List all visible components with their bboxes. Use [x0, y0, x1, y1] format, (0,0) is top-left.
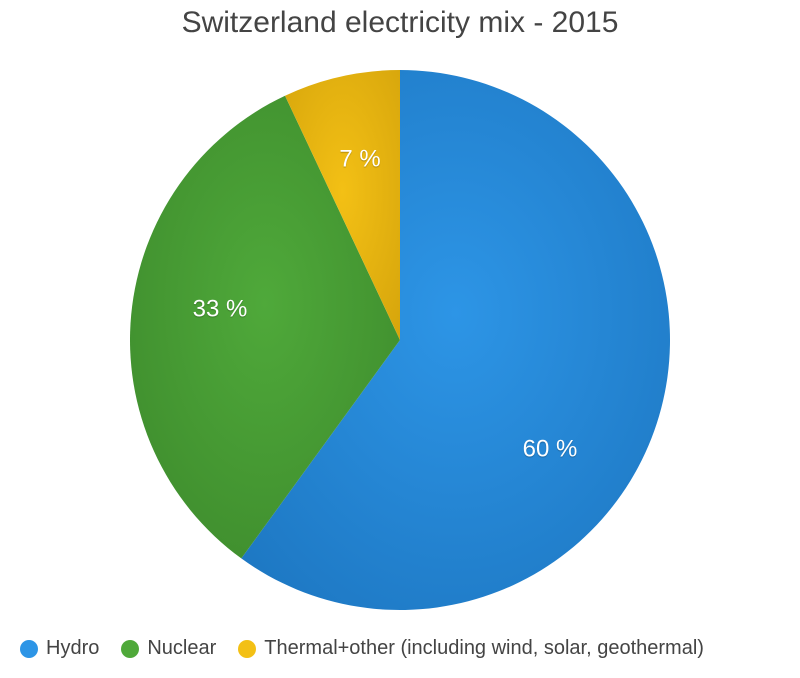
legend-swatch	[20, 640, 38, 658]
pie-chart-svg: 60 % 33 % 7 %	[0, 50, 800, 610]
pie-chart-wrap: 60 % 33 % 7 %	[0, 50, 800, 610]
chart-container: Switzerland electricity mix - 2015 60 % 3…	[0, 0, 800, 678]
pie-slices	[130, 70, 670, 610]
legend-swatch	[121, 640, 139, 658]
legend-item-nuclear: Nuclear	[121, 637, 216, 660]
chart-title: Switzerland electricity mix - 2015	[0, 6, 800, 40]
slice-label-nuclear: 33 %	[193, 295, 248, 322]
legend-item-thermal: Thermal+other (including wind, solar, ge…	[238, 637, 704, 660]
legend-item-hydro: Hydro	[20, 637, 99, 660]
slice-label-hydro: 60 %	[523, 435, 578, 462]
legend-label: Thermal+other (including wind, solar, ge…	[264, 637, 704, 660]
legend-label: Hydro	[46, 637, 99, 660]
legend-label: Nuclear	[147, 637, 216, 660]
slice-label-thermal: 7 %	[339, 145, 380, 172]
legend-swatch	[238, 640, 256, 658]
legend: Hydro Nuclear Thermal+other (including win…	[20, 637, 780, 660]
